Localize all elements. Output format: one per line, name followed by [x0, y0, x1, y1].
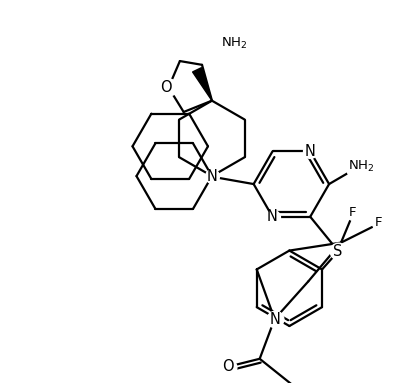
- Text: F: F: [349, 206, 357, 219]
- Text: F: F: [375, 216, 382, 229]
- Text: N: N: [305, 144, 316, 159]
- Text: N: N: [206, 169, 217, 184]
- Text: NH$_2$: NH$_2$: [348, 159, 374, 174]
- Text: O: O: [222, 359, 234, 374]
- Text: N: N: [269, 311, 280, 326]
- Text: O: O: [160, 80, 171, 95]
- Polygon shape: [193, 68, 212, 101]
- Text: NH$_2$: NH$_2$: [221, 35, 247, 51]
- Text: S: S: [333, 244, 343, 259]
- Text: N: N: [267, 209, 278, 224]
